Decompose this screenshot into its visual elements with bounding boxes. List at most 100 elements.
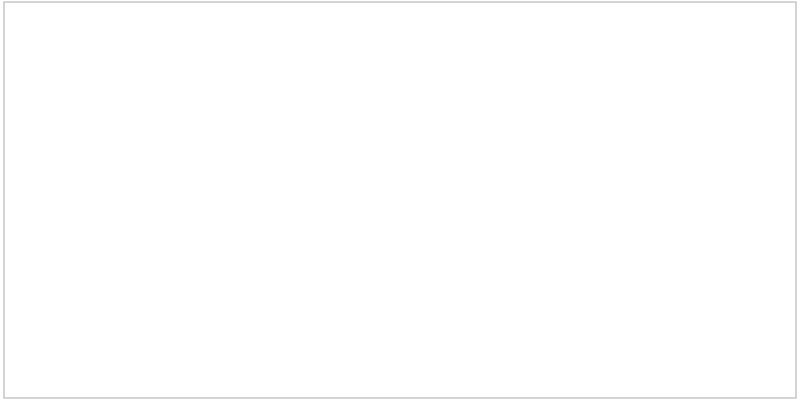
Point — [614, 20, 627, 27]
Point — [390, 96, 403, 103]
Point — [454, 20, 466, 27]
Point — [318, 153, 331, 160]
Point — [658, 262, 670, 268]
Point — [406, 34, 419, 40]
Point — [642, 114, 655, 121]
Point — [638, 257, 651, 264]
Point — [184, 210, 197, 216]
Point — [666, 277, 678, 284]
Point — [600, 82, 613, 89]
Point — [463, 35, 476, 41]
Point — [421, 154, 434, 160]
Point — [550, 91, 562, 98]
Point — [439, 148, 452, 154]
Point — [194, 187, 206, 193]
Point — [610, 253, 622, 259]
Point — [463, 77, 476, 83]
Point — [96, 67, 109, 74]
Point — [634, 268, 646, 274]
Point — [66, 125, 78, 132]
Point — [334, 20, 347, 26]
Point — [117, 125, 130, 131]
Point — [160, 110, 173, 116]
Point — [92, 77, 105, 83]
Point — [603, 77, 616, 84]
Point — [626, 220, 639, 227]
Point — [402, 120, 414, 127]
Point — [629, 25, 642, 31]
Point — [358, 39, 370, 45]
Point — [444, 92, 457, 98]
Point — [566, 101, 578, 108]
Point — [146, 105, 158, 111]
Point — [387, 219, 400, 225]
Point — [130, 15, 143, 22]
Point — [474, 87, 487, 94]
Point — [464, 48, 477, 54]
Point — [148, 206, 161, 213]
Point — [395, 167, 408, 174]
Point — [386, 192, 399, 198]
Point — [405, 57, 418, 64]
Point — [416, 30, 429, 36]
Point — [628, 295, 641, 302]
Point — [605, 258, 618, 264]
Point — [233, 196, 246, 202]
Point — [619, 267, 632, 274]
Point — [88, 15, 101, 22]
Point — [474, 81, 486, 88]
Point — [126, 114, 139, 121]
Point — [134, 48, 147, 54]
Point — [522, 10, 534, 17]
Point — [526, 87, 538, 93]
Point — [78, 129, 90, 136]
Point — [62, 38, 75, 45]
Point — [146, 34, 158, 40]
Point — [170, 240, 182, 246]
Text: < x % CAGR (Saturated Markets): < x % CAGR (Saturated Markets) — [526, 309, 690, 319]
Point — [42, 92, 55, 98]
Ellipse shape — [317, 187, 387, 257]
Point — [530, 20, 543, 27]
Point — [209, 48, 222, 54]
Point — [23, 62, 36, 69]
Point — [338, 154, 351, 160]
Point — [366, 115, 379, 122]
Point — [348, 149, 361, 155]
Point — [492, 73, 505, 79]
Point — [144, 220, 157, 226]
Point — [526, 82, 539, 88]
Point — [396, 82, 409, 88]
Point — [646, 268, 658, 274]
Point — [325, 134, 338, 141]
Point — [145, 205, 158, 212]
Point — [132, 101, 145, 108]
Point — [541, 24, 554, 31]
Point — [531, 106, 544, 112]
Point — [682, 235, 694, 241]
Point — [550, 81, 562, 88]
Point — [124, 110, 137, 116]
Point — [468, 6, 481, 13]
Point — [651, 68, 664, 74]
Point — [666, 48, 678, 54]
Point — [426, 172, 438, 178]
Point — [366, 144, 378, 150]
Point — [598, 115, 611, 122]
Point — [369, 228, 382, 235]
Point — [91, 63, 104, 70]
Point — [38, 54, 51, 60]
Point — [136, 258, 149, 265]
Point — [391, 177, 404, 183]
Point — [383, 25, 396, 31]
Point — [194, 248, 207, 255]
Point — [586, 249, 598, 256]
Point — [422, 24, 434, 30]
Point — [349, 25, 362, 32]
Point — [188, 219, 201, 226]
Point — [662, 62, 674, 68]
Point — [366, 24, 379, 30]
Point — [491, 30, 504, 36]
Point — [670, 248, 683, 255]
Point — [690, 249, 702, 255]
